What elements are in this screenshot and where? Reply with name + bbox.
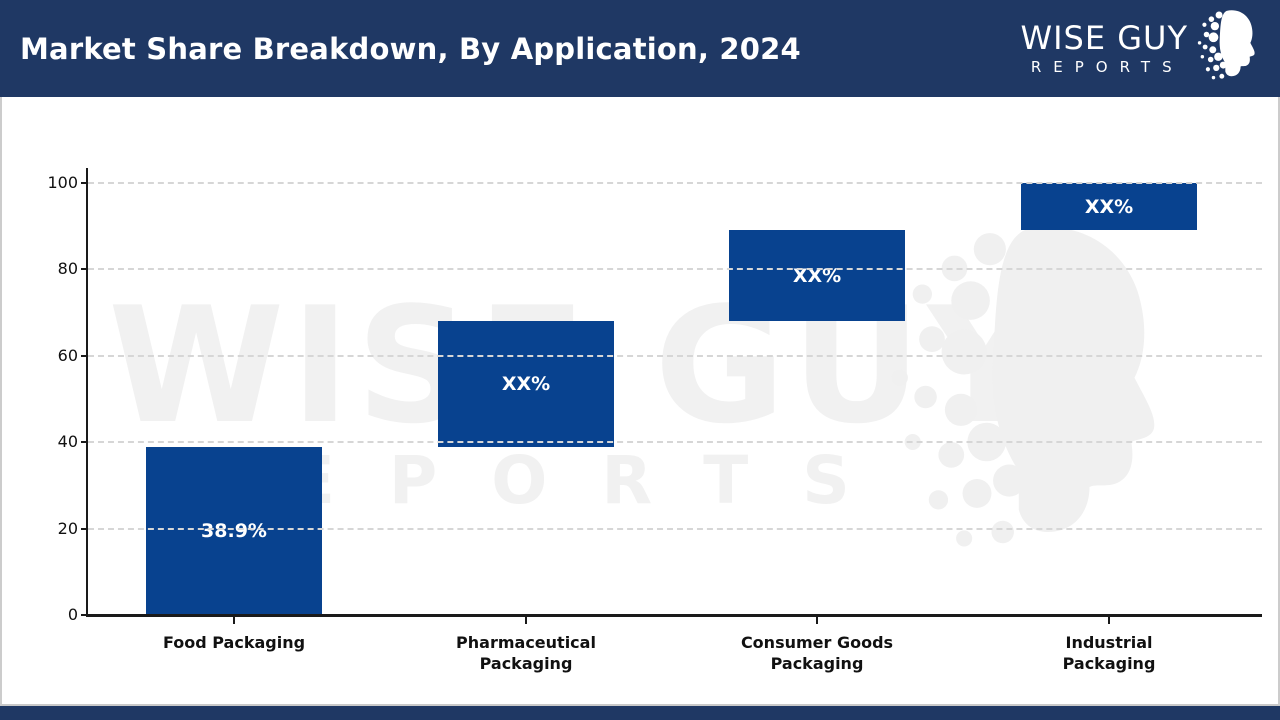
page-title: Market Share Breakdown, By Application, … (20, 31, 801, 66)
wiseguy-head-icon (1194, 8, 1258, 90)
x-category-label: Industrial Packaging (1062, 633, 1156, 673)
y-tick-label: 100 (47, 173, 78, 192)
logo-reports-label: REPORTS (1030, 57, 1184, 76)
wiseguy-logo-text: WISE GUY REPORTS (1020, 22, 1188, 76)
x-category-label: Pharmaceutical Packaging (456, 633, 596, 673)
y-tick-label: 0 (67, 605, 78, 624)
y-tick-mark (81, 182, 88, 184)
gridline-80 (88, 268, 1262, 270)
y-tick-mark (81, 355, 88, 357)
header-bar: Market Share Breakdown, By Application, … (0, 0, 1280, 97)
y-tick-mark (81, 614, 88, 616)
y-axis-spine (86, 168, 88, 617)
bar-value-label: 38.9% (201, 520, 267, 542)
y-tick-mark (81, 441, 88, 443)
y-tick-label: 80 (57, 259, 78, 278)
gridline-100 (88, 182, 1262, 184)
bar-consumer-goods-packaging: XX% (729, 230, 905, 321)
gridline-60 (88, 355, 1262, 357)
wiseguy-logo: WISE GUY REPORTS (1020, 8, 1258, 90)
bar-industrial-packaging: XX% (1021, 183, 1197, 230)
x-axis-line (86, 614, 1262, 617)
bar-value-label: XX% (1084, 195, 1134, 218)
footer-bar (0, 706, 1280, 720)
x-tick-mark (816, 617, 818, 624)
x-tick-mark (233, 617, 235, 624)
gridline-20 (88, 528, 1262, 530)
gridline-40 (88, 441, 1262, 443)
logo-wise-guy-label: WISE GUY (1020, 18, 1188, 57)
y-tick-mark (81, 268, 88, 270)
y-tick-label: 40 (57, 432, 78, 451)
y-tick-label: 20 (57, 519, 78, 538)
bar-food-packaging: 38.9% (146, 447, 322, 615)
x-tick-mark (525, 617, 527, 624)
x-tick-mark (1108, 617, 1110, 624)
bar-value-label: XX% (792, 264, 842, 287)
y-tick-mark (81, 528, 88, 530)
bar-pharmaceutical-packaging: XX% (438, 321, 614, 447)
x-category-label: Food Packaging (162, 633, 306, 652)
x-category-label: Consumer Goods Packaging (740, 633, 894, 673)
y-tick-label: 60 (57, 346, 78, 365)
bar-value-label: XX% (501, 373, 551, 395)
